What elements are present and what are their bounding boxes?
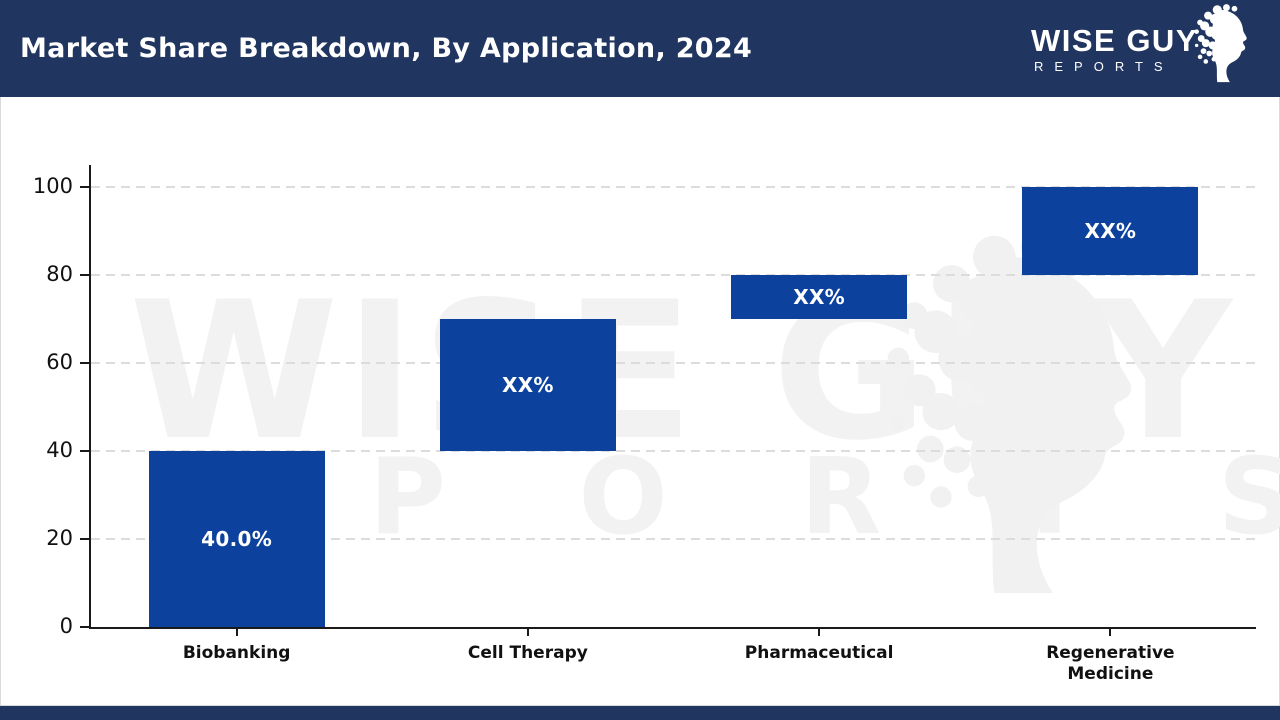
y-tick-label-0: 0: [59, 614, 73, 638]
bar-value-label-cell-therapy: XX%: [501, 373, 554, 398]
chart-title: Market Share Breakdown, By Application, …: [20, 33, 753, 64]
y-tick-100: [80, 186, 89, 189]
y-tick-label-80: 80: [46, 262, 73, 287]
x-tick-regenerative-medicine: [1109, 627, 1112, 636]
y-tick-label-40: 40: [46, 438, 73, 463]
y-tick-label-20: 20: [46, 526, 73, 551]
bar-pharmaceutical: XX%: [731, 275, 908, 320]
bar-value-label-biobanking: 40.0%: [201, 527, 273, 552]
x-tick-cell-therapy: [526, 627, 529, 636]
x-axis-label-biobanking: Biobanking: [182, 643, 291, 663]
y-tick-60: [80, 362, 89, 365]
bar-value-label-regenerative-medicine: XX%: [1084, 219, 1137, 244]
bar-biobanking: 40.0%: [148, 451, 325, 627]
gridline-80: [91, 274, 1256, 277]
y-tick-0: [80, 626, 89, 628]
logo-subtitle: REPORTS: [1033, 58, 1174, 74]
x-tick-pharmaceutical: [818, 627, 821, 636]
watermark-text-line2: P O R T S: [369, 436, 1280, 558]
logo-text: WISE GUY REPORTS: [1031, 25, 1198, 73]
x-tick-biobanking: [235, 627, 238, 636]
header-bar: Market Share Breakdown, By Application, …: [0, 0, 1280, 97]
plot-area: 0 20 40 60 80 100 40.0% Biobanking XX% Cell Thera…: [33, 165, 1256, 684]
x-axis-label-cell-therapy: Cell Therapy: [467, 643, 588, 663]
gridline-100: [91, 186, 1256, 189]
bar-value-label-pharmaceutical: XX%: [793, 285, 846, 310]
footer-bar: [0, 706, 1280, 720]
chart-area: WISE GUY P O R T S 0 20 40 60 80 100 40.0% Biob…: [0, 97, 1280, 706]
logo-head-icon: [1194, 3, 1247, 82]
y-tick-label-100: 100: [32, 174, 73, 199]
logo-wordmark: WISE GUY: [1030, 22, 1198, 58]
gridline-40: [91, 450, 1256, 453]
y-tick-20: [80, 538, 89, 541]
x-axis-label-regenerative-medicine: Regenerative Medicine: [1046, 643, 1175, 685]
gridline-20: [91, 538, 1256, 541]
gridline-60: [91, 362, 1256, 365]
bar-cell-therapy: XX%: [439, 319, 616, 452]
y-tick-80: [80, 274, 89, 277]
bar-regenerative-medicine: XX%: [1022, 187, 1199, 276]
y-tick-label-60: 60: [46, 350, 73, 375]
x-axis-label-pharmaceutical: Pharmaceutical: [744, 643, 894, 663]
wise-guy-logo: WISE GUY REPORTS: [1031, 3, 1260, 89]
y-tick-40: [80, 450, 89, 453]
